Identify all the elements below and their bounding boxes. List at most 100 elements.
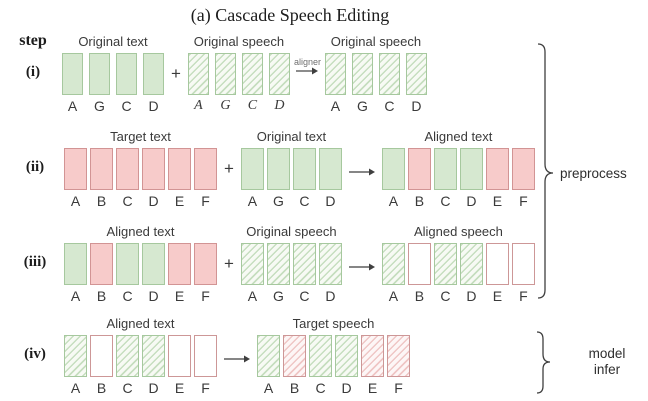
block-C-hatch-green [309,335,332,377]
block-letter: A [388,193,399,209]
block-letter: A [194,98,203,113]
block-strip [64,243,217,285]
block-letter: D [148,288,159,304]
block-C-green [292,148,316,190]
block-B-hatch-red [283,335,306,377]
block-E-pink [168,148,191,190]
block-E-hatch-red [361,335,384,377]
model-infer-line1: model [588,346,626,361]
block-letter: G [357,98,368,114]
group-target-text: Target text A B C D E F [64,129,217,209]
block-letter: C [122,193,133,209]
block-letter: C [440,288,451,304]
block-letter: A [388,288,399,304]
group-title: Original speech [330,34,422,49]
block-letter: E [174,380,185,396]
block-D-green [459,148,483,190]
block-letter: B [414,193,425,209]
preprocess-label: preprocess [560,166,627,181]
group-original-text: Original text A G C D [62,34,164,114]
group-title: Aligned speech [413,224,503,239]
block-G-green [266,148,290,190]
block-letter: D [341,380,352,396]
block-G-hatch-green [214,53,236,95]
block-letter: D [325,193,336,209]
group-target-speech: Target speech A B C D E F [257,316,410,396]
block-letter: E [174,288,185,304]
block-C-green [433,148,457,190]
right-arrow-icon [224,355,250,363]
block-F-hatch-red [387,335,410,377]
block-D-hatch-green [268,53,290,95]
block-letter: E [492,288,503,304]
block-A-hatch-green [381,243,405,285]
block-A-green [381,148,405,190]
block-letter: E [367,380,378,396]
block-letter: F [201,288,210,304]
model-infer-brace [536,331,551,394]
block-letter: E [174,193,185,209]
plus-operator: + [171,64,181,83]
group-title: Original text [78,34,148,49]
block-B-pink [407,148,431,190]
block-A-hatch-green [257,335,280,377]
block-C-hatch-green [116,335,139,377]
transform-arrow [348,164,375,182]
group-original-speech: Original speech A G C D [324,34,427,114]
aligner-step: aligner [294,57,321,75]
step-row--iv-: (iv) Aligned text A B C D E F Target speech A B C D E… [24,316,410,396]
block-D-hatch-green [142,335,165,377]
block-F-pink [194,243,217,285]
group-aligned-text: Aligned text A B C D E F [381,129,535,209]
plus-operator: + [224,254,234,273]
block-letter: D [148,193,159,209]
block-C-green [116,243,139,285]
block-A-hatch-green [64,335,87,377]
block-letter: B [289,380,300,396]
block-E-pink [168,243,191,285]
group-title: Aligned text [106,316,175,331]
plus-operator: + [224,159,234,178]
block-E-empty-red [168,335,191,377]
block-B-empty-red [407,243,431,285]
preprocess-brace [537,43,554,299]
block-D-hatch-green [318,243,342,285]
transform-arrow [348,259,375,277]
block-letter: F [394,380,403,396]
block-G-hatch-green [266,243,290,285]
right-arrow-icon [296,67,319,75]
block-letter: D [274,98,285,113]
block-G-green [89,53,110,95]
group-aligned-speech: Aligned speech A B C D E F [381,224,535,304]
group-aligned-text: Aligned text A B C D E F [64,224,217,304]
block-letter: F [519,193,528,209]
block-letter: G [94,98,105,114]
block-strip [64,148,217,190]
block-A-pink [64,148,87,190]
block-letter: C [122,380,133,396]
block-D-green [318,148,342,190]
block-letter: C [299,193,310,209]
group-original-text: Original text A G C D [240,129,342,209]
step-label: (ii) [25,159,45,175]
aligner-label: aligner [293,57,321,67]
block-B-empty-red [90,335,113,377]
block-A-hatch-green [324,53,346,95]
transform-arrow [224,351,250,369]
block-D-hatch-green [405,53,427,95]
block-D-hatch-green [335,335,358,377]
block-strip [62,53,164,95]
block-letter: B [414,288,425,304]
block-letter: C [121,98,132,114]
block-letter: G [272,193,284,209]
block-strip [257,335,410,377]
block-letter: C [384,98,395,114]
block-C-hatch-green [292,243,316,285]
